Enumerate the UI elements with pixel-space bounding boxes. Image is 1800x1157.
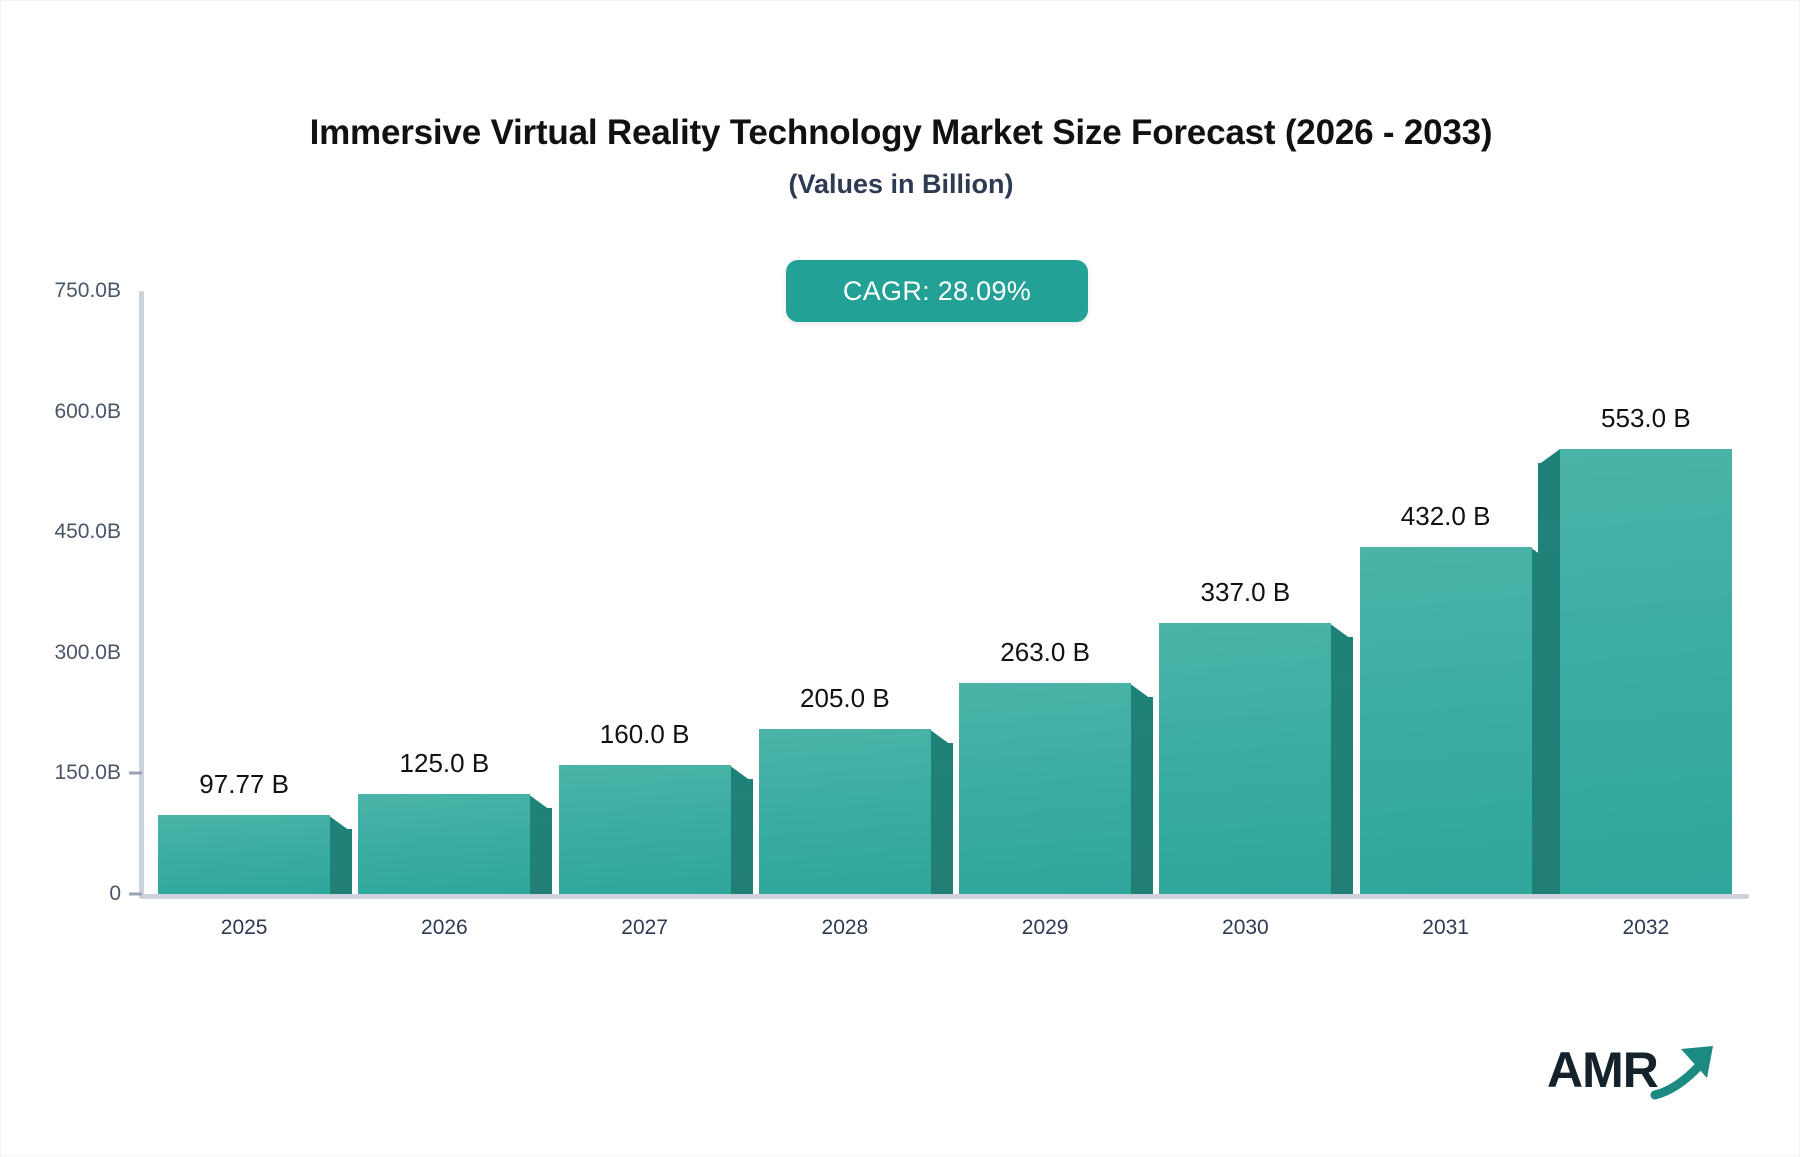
x-axis-tick-label: 2031 (1422, 916, 1469, 939)
y-axis-tick-label: 750.0B (54, 279, 121, 302)
bar-column (358, 793, 553, 894)
bar-front-face (558, 765, 731, 894)
y-axis-line (139, 291, 144, 898)
y-axis-tick-label: 300.0B (54, 640, 121, 664)
bar-3d-side (730, 779, 753, 894)
y-axis-tick-mark (129, 771, 142, 775)
x-axis-tick-label: 2032 (1622, 916, 1670, 939)
page-subtitle: (Values in Billion) (788, 169, 1014, 199)
bar-front-face (1559, 449, 1732, 894)
bar-front-face (1159, 623, 1332, 894)
bar-column (1359, 546, 1554, 894)
page-title: Immersive Virtual Reality Technology Mar… (309, 113, 1493, 152)
bar-3d-top (928, 729, 951, 746)
bar-column (758, 729, 953, 894)
bar-column (1159, 623, 1354, 894)
x-axis-tick-label: 2028 (821, 916, 869, 939)
x-axis-tick-label: 2030 (1222, 916, 1269, 939)
x-axis-tick-label: 2026 (421, 916, 468, 939)
bar-3d-side (1331, 637, 1354, 894)
x-axis-tick-label: 2025 (220, 916, 268, 939)
x-axis-line (139, 894, 1749, 899)
y-axis-tick-label: 450.0B (54, 520, 121, 544)
bar-value-label: 263.0 B (1000, 636, 1090, 667)
bar-front-face (758, 729, 931, 894)
y-axis-tick-mark (129, 892, 142, 896)
x-axis-tick-label: 2029 (1021, 916, 1069, 939)
bar-3d-side (530, 807, 553, 894)
cagr-badge-label: CAGR: 28.09% (842, 275, 1032, 306)
bar-3d-top (528, 793, 551, 810)
bar-3d-top (1129, 682, 1152, 699)
bar-3d-top (1537, 449, 1560, 466)
amr-logo-text: AMR (1547, 1042, 1659, 1098)
bar-3d-top (328, 815, 351, 832)
bar-3d-top (1329, 623, 1352, 640)
bar-column (158, 815, 353, 894)
bar-value-label: 205.0 B (800, 683, 890, 714)
bar-front-face (358, 793, 531, 894)
bar-column (959, 682, 1154, 894)
bar-column (1537, 449, 1732, 894)
cagr-badge: CAGR: 28.09% (786, 260, 1088, 322)
bar-value-label: 432.0 B (1400, 500, 1491, 531)
bar-3d-side (930, 743, 953, 894)
x-axis-tick-label: 2027 (621, 916, 668, 939)
bar-3d-side (330, 829, 353, 894)
bar-front-face (158, 815, 331, 894)
bar-value-label: 97.77 B (199, 769, 289, 800)
bar-front-face (959, 682, 1132, 894)
bar-value-label: 125.0 B (399, 747, 490, 778)
bar-3d-side (1131, 696, 1154, 894)
upward-trend-arrow-icon (1650, 1046, 1713, 1100)
bar-value-label: 337.0 B (1200, 577, 1291, 608)
bar-value-label: 553.0 B (1601, 403, 1691, 434)
y-axis-tick-label: 0 (109, 882, 121, 905)
bar-3d-side (1537, 463, 1560, 894)
bar-front-face (1359, 546, 1532, 894)
y-axis-tick-label: 600.0B (54, 399, 121, 423)
amr-logo: AMR (1547, 1037, 1737, 1107)
bar-column (558, 765, 753, 894)
bar-3d-top (728, 765, 751, 782)
y-axis-tick-label: 150.0B (54, 761, 121, 785)
bar-value-label: 160.0 B (599, 719, 690, 750)
